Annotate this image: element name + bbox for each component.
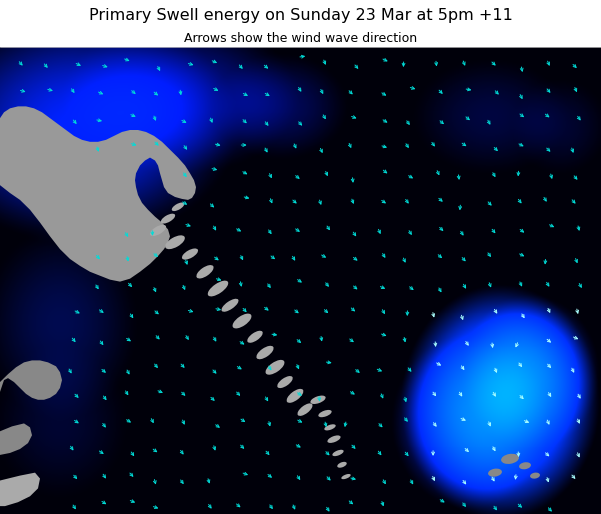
Polygon shape (0, 473, 40, 506)
Ellipse shape (328, 435, 341, 443)
Ellipse shape (341, 474, 351, 479)
Ellipse shape (182, 248, 198, 260)
Ellipse shape (266, 360, 284, 375)
Ellipse shape (287, 389, 304, 403)
Ellipse shape (530, 472, 540, 479)
Text: Primary Swell energy on Sunday 23 Mar at 5pm +11: Primary Swell energy on Sunday 23 Mar at… (88, 8, 513, 23)
Ellipse shape (332, 450, 344, 456)
Ellipse shape (488, 469, 502, 476)
Text: Arrows show the wind wave direction: Arrows show the wind wave direction (184, 32, 417, 45)
Ellipse shape (165, 235, 185, 249)
Ellipse shape (197, 265, 213, 279)
Ellipse shape (233, 314, 251, 328)
Polygon shape (0, 424, 32, 455)
Ellipse shape (501, 454, 519, 464)
Ellipse shape (172, 203, 185, 211)
Polygon shape (0, 360, 62, 400)
Ellipse shape (519, 462, 531, 469)
Ellipse shape (257, 346, 273, 359)
Polygon shape (0, 106, 196, 282)
Ellipse shape (310, 396, 326, 404)
Ellipse shape (222, 299, 239, 312)
Ellipse shape (337, 462, 347, 468)
Ellipse shape (319, 410, 332, 417)
Ellipse shape (208, 281, 228, 297)
Ellipse shape (277, 376, 293, 388)
Ellipse shape (161, 214, 175, 224)
Ellipse shape (297, 403, 313, 416)
Ellipse shape (325, 424, 336, 430)
Ellipse shape (247, 331, 263, 343)
Ellipse shape (150, 225, 166, 236)
